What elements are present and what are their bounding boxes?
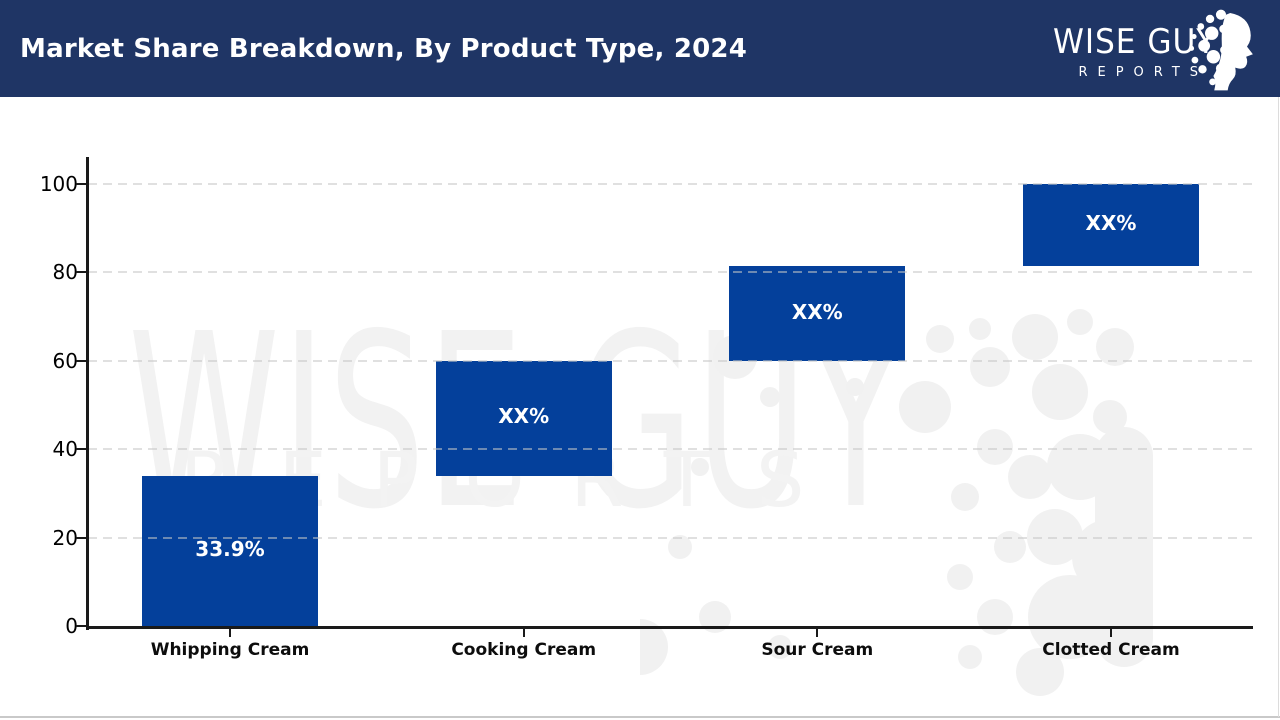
header-bar: Market Share Breakdown, By Product Type,… <box>0 0 1280 97</box>
x-tick-mark <box>816 628 819 637</box>
bottom-border <box>0 716 1280 718</box>
y-tick-label: 20 <box>52 525 78 550</box>
market-share-bar <box>1023 184 1199 267</box>
x-category-label: Clotted Cream <box>1042 640 1180 660</box>
y-tick-label: 100 <box>39 172 78 196</box>
y-tick-label: 0 <box>65 614 78 638</box>
x-tick-mark <box>229 628 231 637</box>
y-gridline <box>88 183 1256 185</box>
logo-text: WISE GUY REPORTS <box>1053 22 1231 80</box>
y-tick-label: 60 <box>52 348 78 373</box>
x-tick-mark <box>1110 628 1112 637</box>
y-tick-label: 40 <box>52 437 78 462</box>
y-gridline <box>88 448 1256 451</box>
x-category-label: Whipping Cream <box>150 640 310 660</box>
y-gridline <box>88 536 1256 539</box>
y-gridline <box>88 359 1256 362</box>
logo-wordmark: WISE GUY <box>1053 22 1217 62</box>
y-tick-mark <box>76 448 86 451</box>
y-tick-label: 80 <box>52 260 78 285</box>
wiseguy-head-icon <box>1189 9 1253 91</box>
y-tick-mark <box>76 625 86 627</box>
right-border <box>1278 97 1279 717</box>
bar-value-label: XX% <box>1085 211 1137 236</box>
y-axis-line <box>86 157 89 630</box>
x-tick-mark <box>522 628 525 637</box>
market-share-bar <box>729 266 906 361</box>
y-tick-mark <box>76 359 86 362</box>
bar-value-label: XX% <box>791 299 843 324</box>
bar-value-label: 33.9% <box>195 537 265 562</box>
y-tick-mark <box>76 536 86 539</box>
y-tick-mark <box>76 183 86 185</box>
market-share-bar <box>435 360 612 477</box>
market-share-bar <box>142 476 318 626</box>
x-category-label: Cooking Cream <box>451 640 597 660</box>
x-axis-line <box>86 626 1253 629</box>
logo-subtext: REPORTS <box>1078 65 1209 80</box>
x-category-label: Sour Cream <box>761 640 874 660</box>
plot-area: 0 20 40 60 80 100 33.9% Whipping Cream XX% Cookin… <box>0 97 1280 720</box>
y-tick-mark <box>76 271 86 274</box>
wiseguy-logo: WISE GUY REPORTS <box>998 6 1268 92</box>
y-gridline <box>88 271 1256 274</box>
bar-value-label: XX% <box>498 404 550 429</box>
chart-canvas: WISE GUY REPORTS 0 20 40 60 80 100 33.9% Whippi… <box>0 97 1280 720</box>
page-title: Market Share Breakdown, By Product Type,… <box>20 33 747 64</box>
